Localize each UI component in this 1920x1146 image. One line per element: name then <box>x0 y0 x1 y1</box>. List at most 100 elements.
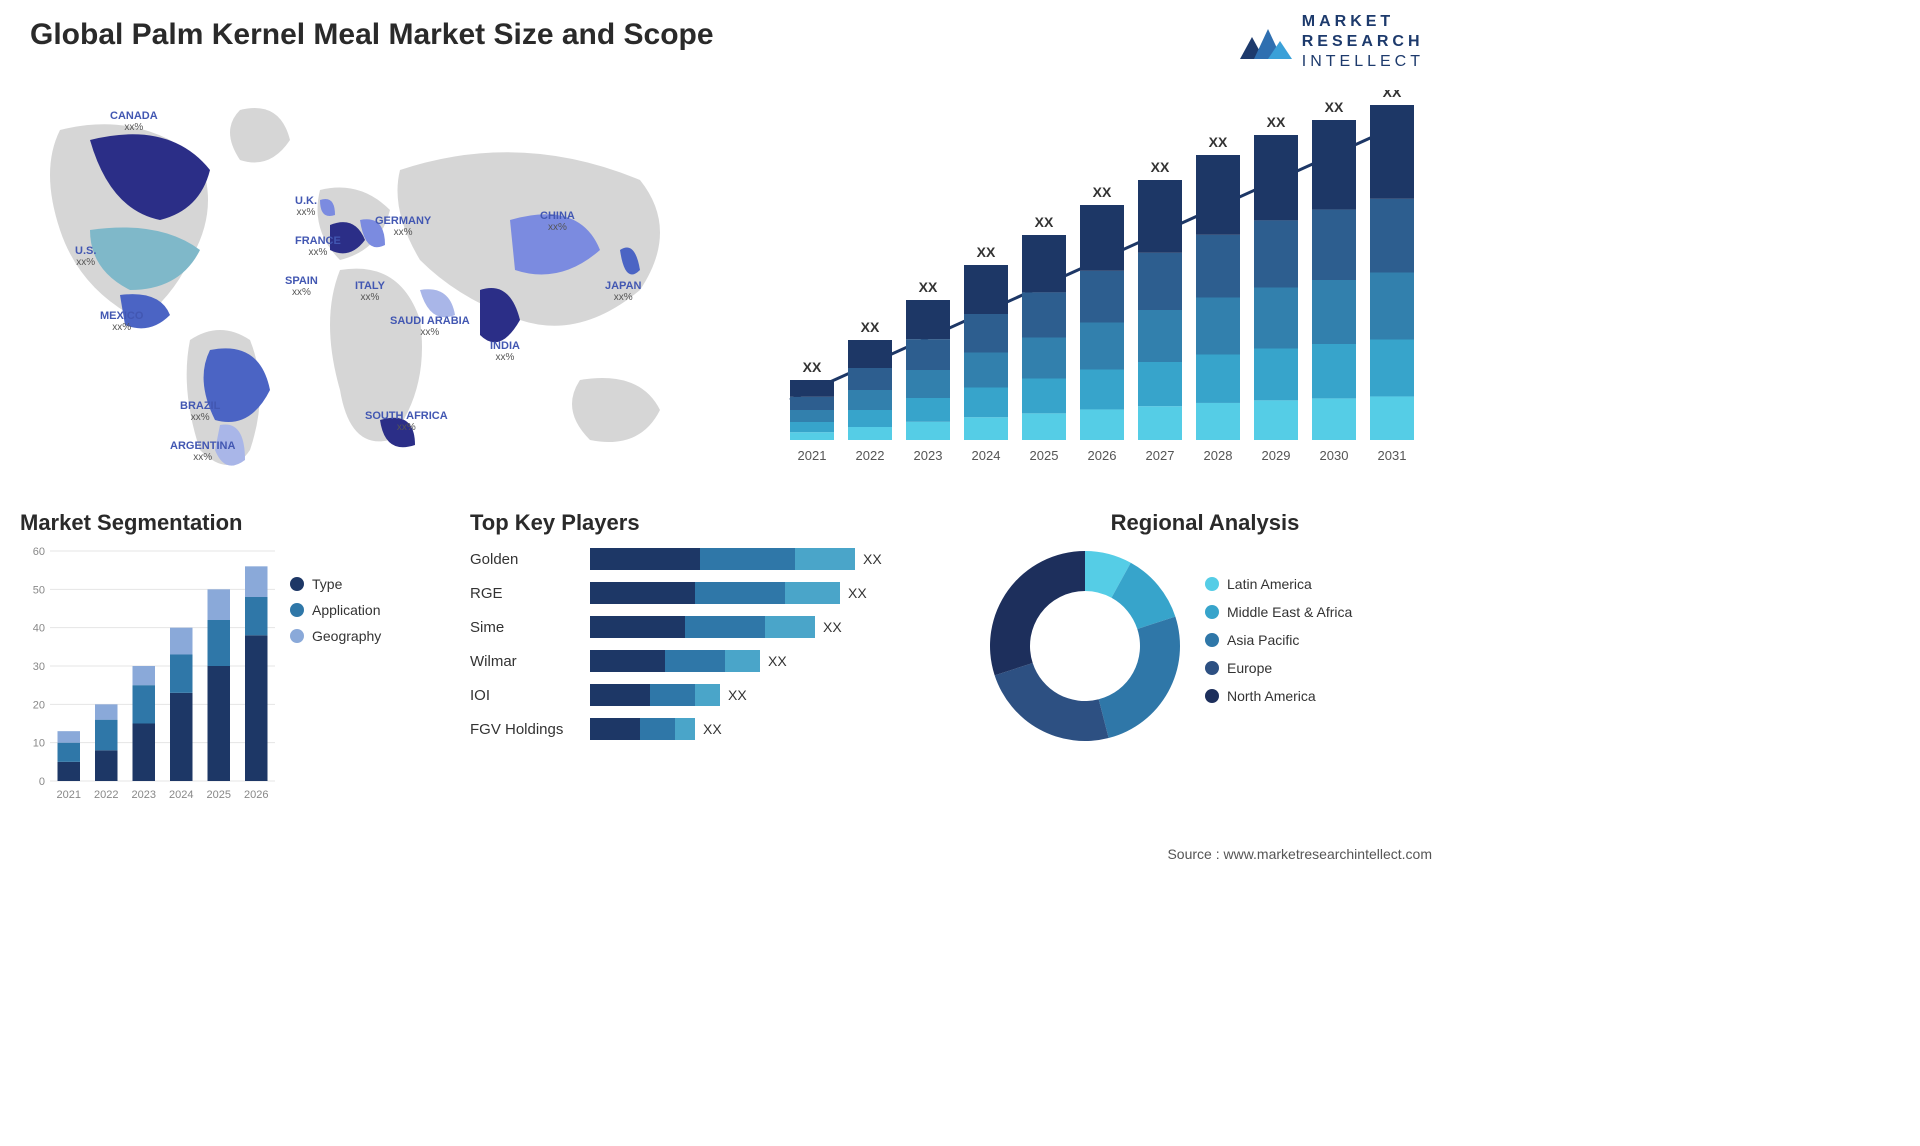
regional-title: Regional Analysis <box>985 510 1425 536</box>
svg-text:10: 10 <box>33 738 45 750</box>
regional-legend: Latin America Middle East & Africa Asia Pa… <box>1205 576 1352 716</box>
legend-item: Asia Pacific <box>1205 632 1352 648</box>
legend-item: Latin America <box>1205 576 1352 592</box>
map-label: SAUDI ARABIAxx% <box>390 315 470 338</box>
svg-text:2028: 2028 <box>1204 448 1233 463</box>
regional-donut-chart <box>985 546 1185 746</box>
map-label: GERMANYxx% <box>375 215 431 238</box>
player-value: XX <box>703 721 722 737</box>
svg-text:2022: 2022 <box>94 789 118 801</box>
page-title: Global Palm Kernel Meal Market Size and … <box>30 18 714 52</box>
map-label: INDIAxx% <box>490 340 520 363</box>
legend-item: Middle East & Africa <box>1205 604 1352 620</box>
svg-text:XX: XX <box>1325 99 1344 115</box>
svg-text:XX: XX <box>1267 114 1286 130</box>
regional-section: Regional Analysis Latin America Middle Ea… <box>985 510 1425 746</box>
player-value: XX <box>728 687 747 703</box>
player-name: IOI <box>470 687 590 704</box>
key-players-title: Top Key Players <box>470 510 950 536</box>
source-attribution: Source : www.marketresearchintellect.com <box>1167 846 1432 862</box>
player-row: IOI XX <box>470 682 930 708</box>
svg-text:60: 60 <box>33 546 45 558</box>
segmentation-section: Market Segmentation 0 10 20 30 40 50 60 2021 202… <box>20 510 440 806</box>
svg-text:2030: 2030 <box>1320 448 1349 463</box>
svg-text:XX: XX <box>861 319 880 335</box>
svg-text:2021: 2021 <box>57 789 81 801</box>
player-bar <box>590 684 720 706</box>
svg-text:2029: 2029 <box>1262 448 1291 463</box>
svg-text:XX: XX <box>919 279 938 295</box>
player-bar <box>590 616 815 638</box>
player-name: Golden <box>470 551 590 568</box>
segmentation-title: Market Segmentation <box>20 510 440 536</box>
player-row: Wilmar XX <box>470 648 930 674</box>
player-value: XX <box>823 619 842 635</box>
svg-text:30: 30 <box>33 661 45 673</box>
player-row: Golden XX <box>470 546 930 572</box>
player-value: XX <box>768 653 787 669</box>
growth-bar-chart: XX 2021 XX 2022 XX 2023 XX 2024 XX 2025 XX 2026 XX 20… <box>770 90 1430 470</box>
player-bar <box>590 718 695 740</box>
legend-item: Application <box>290 602 381 618</box>
svg-text:20: 20 <box>33 699 45 711</box>
svg-text:XX: XX <box>803 359 822 375</box>
segmentation-chart: 0 10 20 30 40 50 60 2021 2022 2023 2024 2025 2026 <box>20 546 280 806</box>
segmentation-legend: Type Application Geography <box>290 576 381 654</box>
key-players-section: Top Key Players GoldenXXRGEXXSimeXXWilma… <box>470 510 950 750</box>
map-label: CHINAxx% <box>540 210 575 233</box>
svg-text:2022: 2022 <box>856 448 885 463</box>
legend-item: Europe <box>1205 660 1352 676</box>
player-bar <box>590 548 855 570</box>
map-label: JAPANxx% <box>605 280 641 303</box>
svg-text:2024: 2024 <box>972 448 1001 463</box>
svg-text:2023: 2023 <box>132 789 156 801</box>
player-name: FGV Holdings <box>470 721 590 738</box>
player-row: Sime XX <box>470 614 930 640</box>
legend-item: North America <box>1205 688 1352 704</box>
player-name: Wilmar <box>470 653 590 670</box>
player-row: FGV Holdings XX <box>470 716 930 742</box>
svg-text:2026: 2026 <box>244 789 268 801</box>
legend-item: Type <box>290 576 381 592</box>
svg-text:40: 40 <box>33 623 45 635</box>
player-name: Sime <box>470 619 590 636</box>
svg-text:2024: 2024 <box>169 789 193 801</box>
player-value: XX <box>848 585 867 601</box>
svg-text:XX: XX <box>1151 159 1170 175</box>
svg-text:2031: 2031 <box>1378 448 1407 463</box>
svg-text:2026: 2026 <box>1088 448 1117 463</box>
logo-text: MARKET RESEARCH INTELLECT <box>1302 12 1424 72</box>
player-bar <box>590 582 840 604</box>
world-map: CANADAxx% U.S.xx% MEXICOxx% BRAZILxx% ARGENT… <box>20 90 720 480</box>
svg-text:XX: XX <box>1383 90 1402 100</box>
svg-text:2025: 2025 <box>1030 448 1059 463</box>
svg-text:XX: XX <box>1093 184 1112 200</box>
key-players-chart: GoldenXXRGEXXSimeXXWilmarXXIOIXXFGV Hold… <box>470 546 930 742</box>
svg-text:XX: XX <box>977 244 996 260</box>
map-label: SOUTH AFRICAxx% <box>365 410 448 433</box>
map-label: ARGENTINAxx% <box>170 440 235 463</box>
player-name: RGE <box>470 585 590 602</box>
svg-text:2027: 2027 <box>1146 448 1175 463</box>
brand-logo: MARKET RESEARCH INTELLECT <box>1238 12 1424 72</box>
legend-item: Geography <box>290 628 381 644</box>
logo-mark-icon <box>1238 19 1292 65</box>
map-label: SPAINxx% <box>285 275 318 298</box>
map-label: U.K.xx% <box>295 195 317 218</box>
svg-text:50: 50 <box>33 584 45 596</box>
svg-text:0: 0 <box>39 776 45 788</box>
map-label: BRAZILxx% <box>180 400 220 423</box>
map-label: U.S.xx% <box>75 245 96 268</box>
svg-text:XX: XX <box>1209 134 1228 150</box>
player-value: XX <box>863 551 882 567</box>
player-row: RGE XX <box>470 580 930 606</box>
svg-text:2021: 2021 <box>798 448 827 463</box>
player-bar <box>590 650 760 672</box>
svg-text:2023: 2023 <box>914 448 943 463</box>
map-label: FRANCExx% <box>295 235 341 258</box>
map-label: CANADAxx% <box>110 110 158 133</box>
svg-text:XX: XX <box>1035 214 1054 230</box>
svg-text:2025: 2025 <box>207 789 231 801</box>
map-label: MEXICOxx% <box>100 310 143 333</box>
map-label: ITALYxx% <box>355 280 385 303</box>
